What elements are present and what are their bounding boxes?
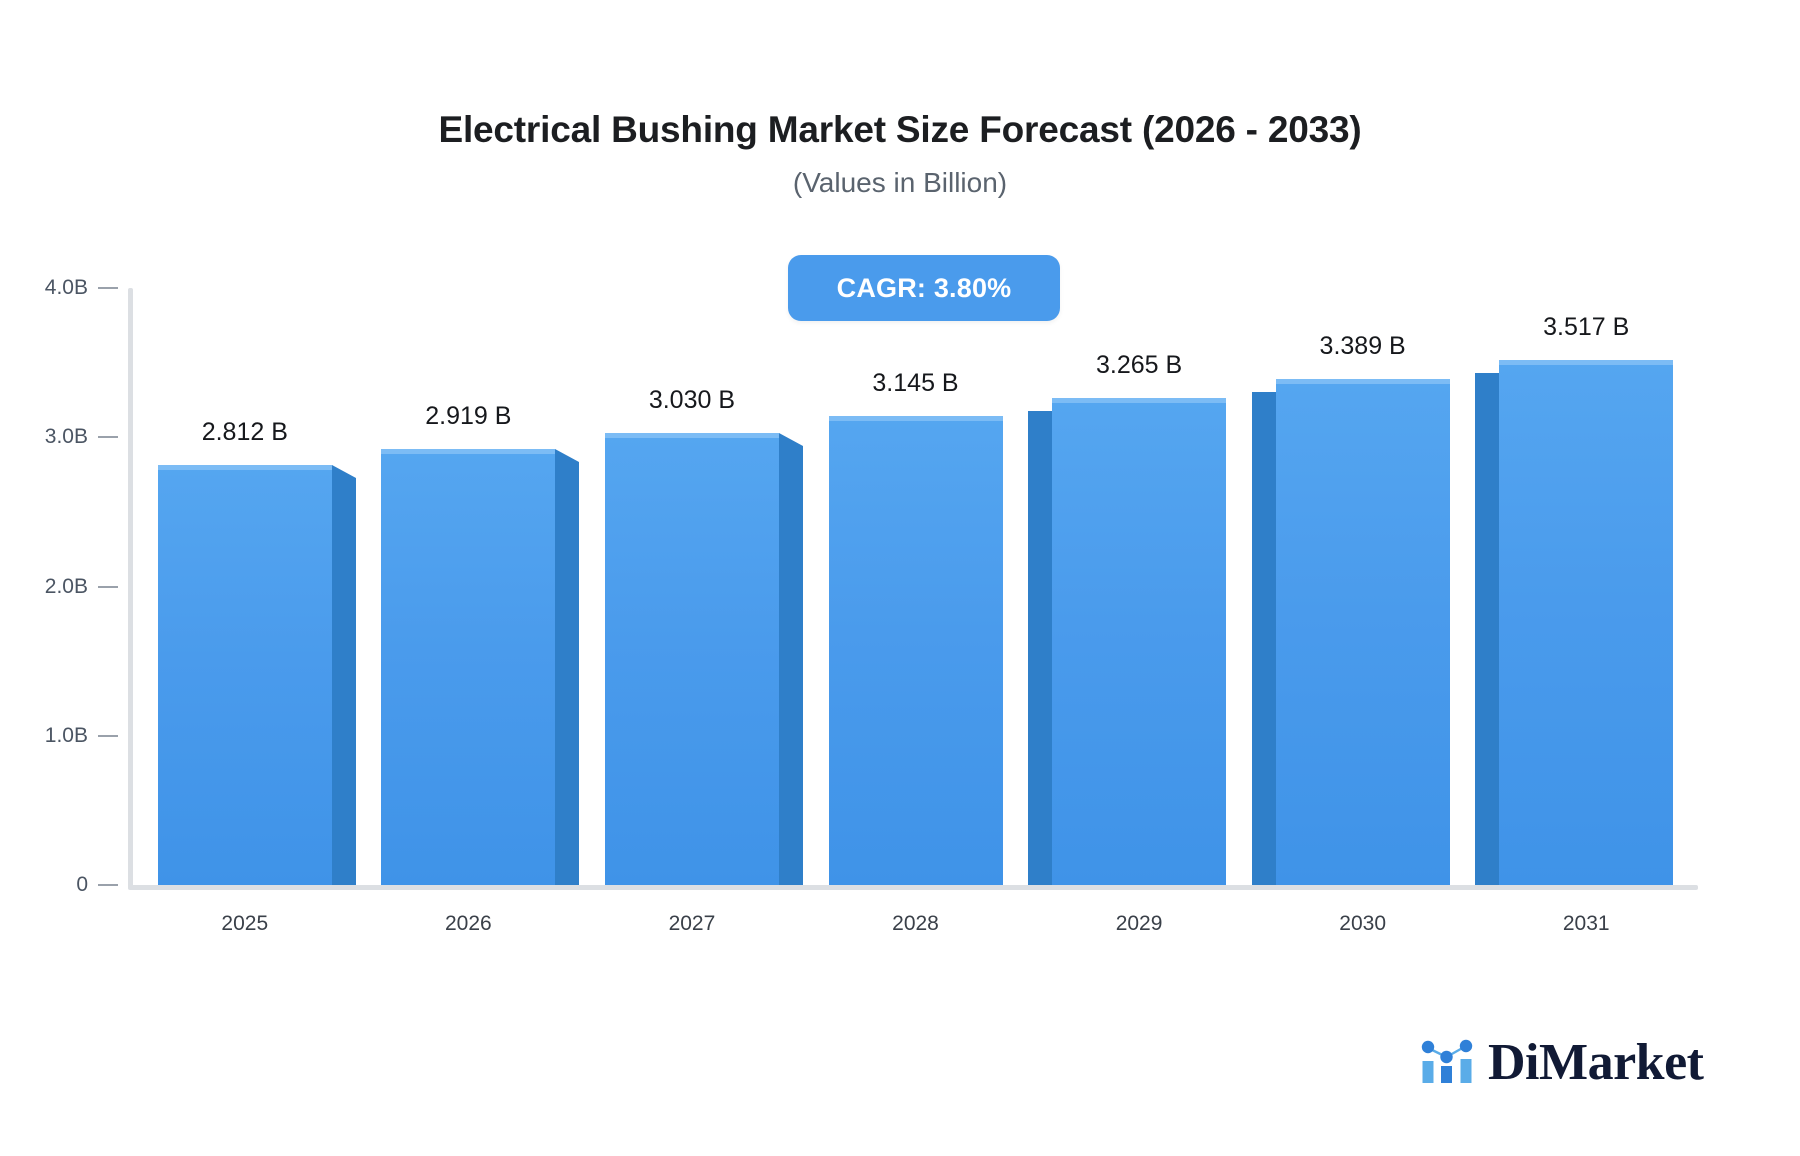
bar-value-label: 3.517 B [1543, 313, 1630, 342]
bar-front-face [828, 415, 1003, 885]
bar-chart-logo-icon [1419, 1035, 1475, 1090]
y-axis-tick-mark [98, 884, 118, 886]
bar-side-cap [778, 432, 827, 446]
bar-value-label: 3.145 B [872, 368, 959, 397]
bar-front-face [1052, 397, 1227, 885]
bar-side-face [1475, 360, 1524, 885]
x-axis-tick-label: 2029 [1115, 912, 1163, 935]
bar-top-highlight [604, 432, 779, 438]
bar-top-highlight [381, 449, 556, 455]
bar-side-face [331, 465, 356, 885]
bar-value-label: 2.812 B [201, 418, 288, 447]
y-axis-tick-label: 2.0B [44, 574, 88, 598]
bar-side-face [778, 432, 803, 885]
bar-2026[interactable]: 2.919 B 2026 [381, 402, 580, 935]
bar-2027[interactable]: 3.030 B 2027 [604, 386, 803, 935]
y-axis-tick-mark [98, 287, 118, 289]
bar-front-face [1275, 379, 1450, 885]
bar-value-label: 3.265 B [1095, 350, 1183, 379]
bar-front-face [157, 465, 332, 885]
y-axis-line [128, 288, 133, 888]
bar-2028[interactable]: 3.145 B 2028 [828, 369, 1003, 935]
y-axis-tick-mark [98, 585, 118, 588]
bar-top-highlight [828, 415, 1003, 421]
cagr-badge: CAGR: 3.80% [788, 255, 1060, 321]
chart-title: Electrical Bushing Market Size Forecast … [438, 109, 1362, 150]
x-axis-tick-label: 2031 [1562, 912, 1610, 935]
y-axis-tick-label: 0 [76, 873, 88, 896]
logo-text: DiMarket [1488, 1033, 1704, 1091]
bar-top-highlight [157, 465, 332, 471]
bar-front-face [381, 449, 556, 885]
bar-side-face [555, 449, 580, 885]
bar-2029[interactable]: 3.265 B 2029 [1028, 351, 1227, 935]
bar-top-highlight [1052, 397, 1227, 403]
bar-2030[interactable]: 3.389 B 2030 [1251, 332, 1450, 935]
bar-top-highlight [1499, 360, 1674, 366]
title-block: Electrical Bushing Market Size Forecast … [0, 108, 1800, 200]
y-axis-tick-label: 3.0B [44, 425, 88, 449]
x-axis-tick-label: 2027 [668, 912, 716, 935]
x-axis-line [128, 885, 1698, 890]
cagr-badge-label: CAGR: 3.80% [836, 272, 1012, 303]
bar-front-face [604, 432, 779, 885]
bar-top-highlight [1275, 379, 1450, 385]
bar-value-label: 2.919 B [425, 402, 512, 431]
x-axis-tick-label: 2025 [221, 912, 269, 935]
bar-value-label: 3.030 B [648, 385, 736, 414]
x-axis-tick-label: 2028 [892, 912, 939, 935]
x-axis-tick-label: 2026 [444, 912, 492, 935]
dimarket-logo: DiMarket [1419, 1033, 1704, 1091]
bar-side-cap [331, 465, 380, 479]
bar-value-label: 3.389 B [1319, 332, 1406, 361]
y-axis-tick-mark [98, 436, 118, 439]
bar-side-cap [555, 449, 603, 463]
x-axis-tick-label: 2030 [1339, 912, 1386, 935]
bar-side-face [1028, 397, 1077, 885]
chart-subtitle: (Values in Billion) [792, 167, 1008, 199]
y-axis-tick-label: 4.0B [44, 276, 88, 299]
bar-2031[interactable]: 3.517 B 2031 [1475, 313, 1674, 935]
bar-front-face [1499, 360, 1674, 885]
y-axis-tick-mark [98, 734, 118, 737]
bar-side-face [1251, 379, 1300, 885]
y-axis-tick-label: 1.0B [44, 723, 88, 747]
bar-2025[interactable]: 2.812 B 2025 [157, 418, 356, 935]
